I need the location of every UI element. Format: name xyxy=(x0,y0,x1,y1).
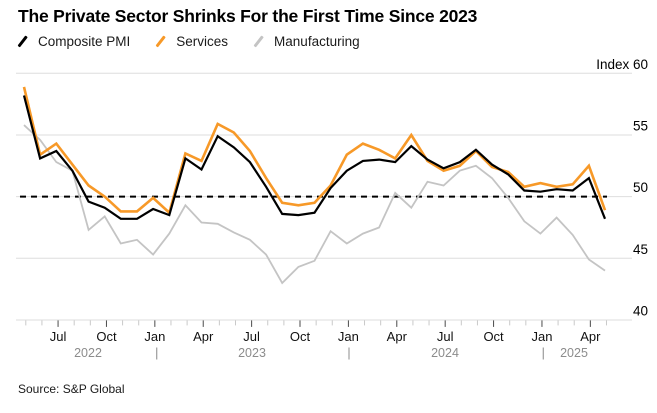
y-axis-label: Index 60 xyxy=(596,57,648,72)
x-tick-label: Apr xyxy=(580,329,601,344)
legend-label: Composite PMI xyxy=(38,34,131,49)
x-year-label: 2023 xyxy=(238,346,266,360)
x-tick-label: Jul xyxy=(437,329,454,344)
line-composite-pmi xyxy=(22,95,607,220)
chart-title: The Private Sector Shrinks For the First… xyxy=(18,6,478,26)
legend-item-services: Services xyxy=(154,34,228,49)
x-year-label: | xyxy=(155,346,158,360)
y-axis-label: 50 xyxy=(633,180,648,195)
y-axis-label: 45 xyxy=(633,242,648,257)
x-tick-label: Jan xyxy=(338,329,359,344)
legend-label: Manufacturing xyxy=(274,34,360,49)
x-tick-label: Jan xyxy=(531,329,552,344)
y-axis-label: 40 xyxy=(633,303,648,318)
x-year-label: 2024 xyxy=(431,346,459,360)
x-tick-label: Oct xyxy=(290,329,311,344)
x-tick-label: Apr xyxy=(193,329,214,344)
legend-item-composite-pmi: Composite PMI xyxy=(16,34,130,49)
legend: Composite PMI Services Manufacturing xyxy=(16,34,360,49)
x-tick-label: Jan xyxy=(144,329,165,344)
x-year-label: | xyxy=(347,346,350,360)
x-year-label: | xyxy=(542,346,545,360)
x-tick-label: Jul xyxy=(243,329,260,344)
line-services xyxy=(22,86,607,216)
x-year-label: 2025 xyxy=(560,346,588,360)
legend-item-manufacturing: Manufacturing xyxy=(252,34,360,49)
legend-label: Services xyxy=(176,34,229,49)
x-tick-label: Oct xyxy=(483,329,504,344)
x-tick-label: Jul xyxy=(50,329,67,344)
y-axis-label: 55 xyxy=(633,118,648,133)
line-manufacturing xyxy=(23,124,606,285)
x-tick-label: Oct xyxy=(96,329,117,344)
x-year-label: 2022 xyxy=(74,346,102,360)
source-note: Source: S&P Global xyxy=(18,382,125,396)
x-tick-label: Apr xyxy=(387,329,408,344)
